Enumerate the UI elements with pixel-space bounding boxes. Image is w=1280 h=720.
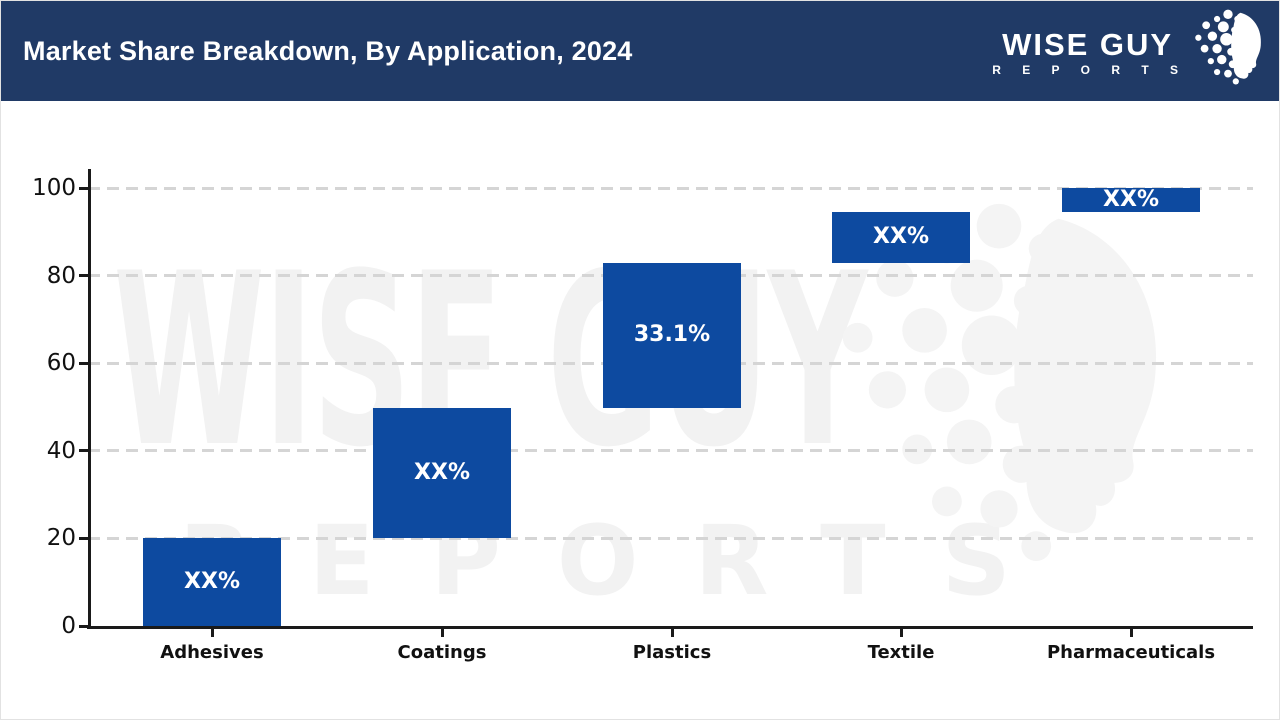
wiseguy-logo: WISE GUY R E P O R T S: [988, 7, 1267, 95]
x-tick-plastics: [670, 628, 674, 637]
plot-area: 0 20 40 60 80 100 XX% Adhesives XX% Coatings 33.1%…: [1, 101, 1279, 719]
gridline-40: [88, 449, 1253, 453]
y-tick-label-0: 0: [61, 613, 76, 639]
watermark-face-icon: [842, 203, 1157, 561]
wiseguy-face-icon: [1195, 9, 1261, 85]
bar-label-adhesives: XX%: [184, 569, 240, 595]
x-tick-pharmaceuticals: [1129, 628, 1133, 637]
category-label-adhesives: Adhesives: [160, 642, 264, 663]
bar-coatings: XX%: [373, 407, 511, 539]
wiseguy-logo-text: WISE GUY R E P O R T S: [988, 26, 1187, 78]
watermark-subtitle: REPORTS: [179, 505, 1067, 617]
bar-adhesives: XX%: [143, 538, 281, 626]
y-tick-label-40: 40: [46, 437, 76, 464]
bar-textile: XX%: [832, 211, 970, 263]
bar-plastics: 33.1%: [603, 262, 741, 408]
category-label-coatings: Coatings: [397, 642, 487, 663]
y-tick-60: [79, 361, 88, 365]
logo-subtitle: R E P O R T S: [992, 63, 1187, 78]
category-label-textile: Textile: [867, 642, 935, 663]
header-bar: Market Share Breakdown, By Application, …: [1, 1, 1279, 101]
y-tick-label-100: 100: [32, 175, 76, 201]
y-axis-line: [88, 169, 91, 629]
x-tick-coatings: [440, 628, 444, 637]
gridline-20: [88, 536, 1253, 540]
y-tick-20: [79, 536, 88, 540]
bar-label-pharmaceuticals: XX%: [1103, 186, 1159, 212]
bar-pharmaceuticals: XX%: [1062, 188, 1200, 212]
y-tick-label-20: 20: [46, 525, 76, 552]
logo-wordmark: WISE GUY: [1002, 26, 1174, 62]
chart-title: Market Share Breakdown, By Application, …: [23, 35, 633, 66]
y-tick-100: [79, 186, 88, 190]
bar-label-coatings: XX%: [414, 460, 470, 486]
x-axis-line: [87, 626, 1253, 629]
gridline-100: [88, 186, 1253, 190]
y-tick-0: [79, 624, 88, 628]
x-tick-textile: [899, 628, 903, 637]
y-tick-80: [79, 274, 88, 278]
y-tick-label-60: 60: [46, 350, 76, 377]
y-tick-label-80: 80: [46, 262, 76, 289]
x-tick-adhesives: [210, 628, 214, 637]
y-tick-40: [79, 449, 88, 453]
category-label-pharmaceuticals: Pharmaceuticals: [1046, 642, 1216, 663]
bar-label-textile: XX%: [873, 224, 929, 250]
bar-label-plastics: 33.1%: [633, 322, 711, 348]
category-label-plastics: Plastics: [632, 642, 712, 663]
